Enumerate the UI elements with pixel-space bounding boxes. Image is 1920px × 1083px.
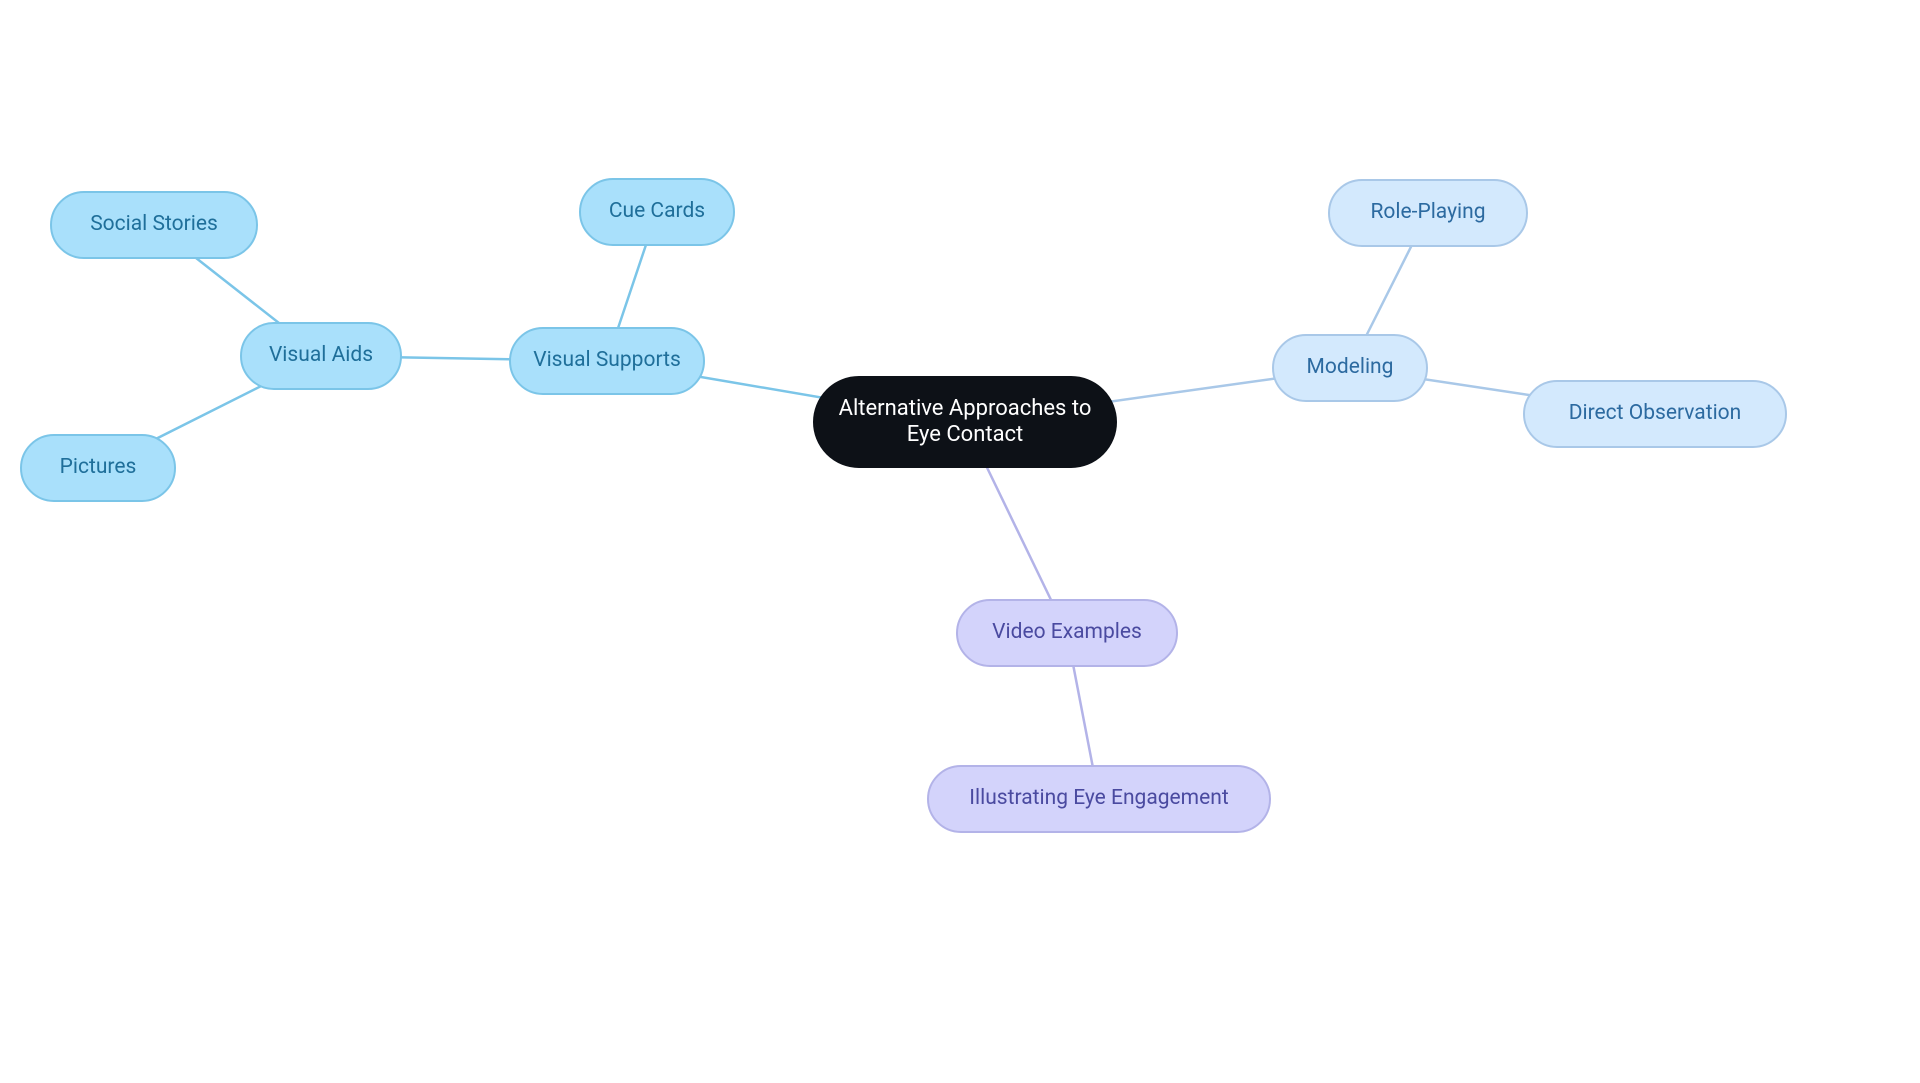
- node-video-examples[interactable]: Video Examples: [956, 599, 1178, 667]
- node-label: Illustrating Eye Engagement: [969, 786, 1228, 811]
- node-social-stories[interactable]: Social Stories: [50, 191, 258, 259]
- node-label: Role-Playing: [1370, 200, 1485, 225]
- edge-layer: [0, 0, 1920, 1083]
- node-modeling[interactable]: Modeling: [1272, 334, 1428, 402]
- node-label: Cue Cards: [609, 199, 705, 224]
- node-direct-observation[interactable]: Direct Observation: [1523, 380, 1787, 448]
- node-label: Visual Supports: [533, 348, 681, 373]
- node-label: Alternative Approaches to Eye Contact: [834, 396, 1096, 449]
- node-label: Video Examples: [992, 620, 1142, 645]
- node-role-playing[interactable]: Role-Playing: [1328, 179, 1528, 247]
- node-visual-supports[interactable]: Visual Supports: [509, 327, 705, 395]
- node-label: Direct Observation: [1569, 401, 1742, 426]
- node-root[interactable]: Alternative Approaches to Eye Contact: [813, 376, 1117, 468]
- node-label: Social Stories: [90, 212, 218, 237]
- node-pictures[interactable]: Pictures: [20, 434, 176, 502]
- node-label: Pictures: [60, 455, 137, 480]
- node-cue-cards[interactable]: Cue Cards: [579, 178, 735, 246]
- node-label: Modeling: [1307, 355, 1394, 380]
- node-visual-aids[interactable]: Visual Aids: [240, 322, 402, 390]
- node-label: Visual Aids: [269, 343, 373, 368]
- node-illustrating[interactable]: Illustrating Eye Engagement: [927, 765, 1271, 833]
